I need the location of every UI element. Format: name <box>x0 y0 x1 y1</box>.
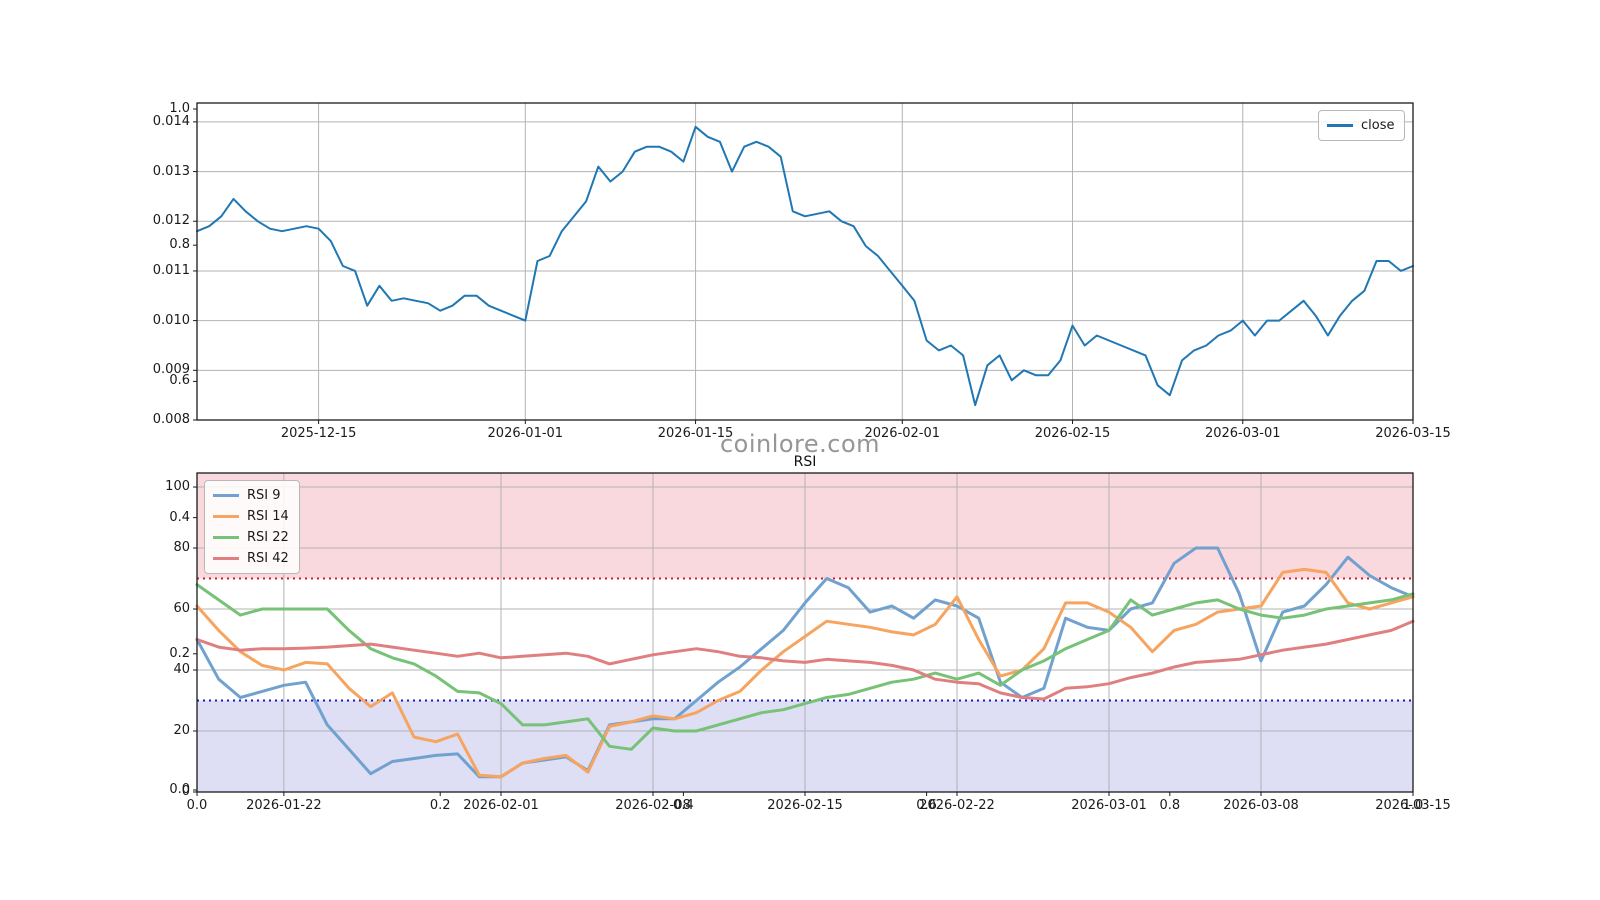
close-line-swatch <box>1327 124 1353 127</box>
overlay-y-tick-label: 0.6 <box>169 373 190 389</box>
y-tick-label: 0.013 <box>152 163 190 179</box>
legend-label: RSI 42 <box>247 551 289 566</box>
legend-row-rsi-42: RSI 42 <box>213 548 289 569</box>
y-tick-label: 0 <box>181 784 190 799</box>
price-legend: close <box>1318 110 1406 141</box>
overlay-y-tick-label: 0.2 <box>169 645 190 661</box>
overlay-x-tick-label: 0.2 <box>429 798 451 813</box>
x-tick-label: 2026-02-15 <box>767 798 843 813</box>
x-tick-label: 2026-03-01 <box>1071 798 1147 813</box>
axes-frame <box>196 102 1414 421</box>
overlay-y-tick-label: 1.0 <box>169 101 190 116</box>
series-line-rsi-42 <box>195 619 1415 701</box>
legend-row-close: close <box>1327 115 1394 136</box>
x-tick-label: 2026-02-01 <box>864 426 941 441</box>
series-line-close <box>196 125 1414 407</box>
overlay-x-tick-label: 1.0 <box>1402 798 1424 813</box>
series-line-rsi-14 <box>195 567 1415 779</box>
legend-row-rsi-14: RSI 14 <box>213 506 289 527</box>
y-tick-label: 0.012 <box>152 213 190 229</box>
y-tick-label: 0.014 <box>152 113 190 129</box>
overlay-y-tick-label: 0.8 <box>169 237 190 253</box>
rsi-legend: RSI 9 RSI 14 RSI 22 RSI 42 <box>204 480 300 574</box>
y-tick-label: 20 <box>173 723 190 738</box>
legend-label: RSI 14 <box>247 509 289 524</box>
x-tick-label: 2025-12-15 <box>280 426 357 441</box>
y-tick-label: 0.011 <box>152 262 190 278</box>
x-tick-label: 2026-03-15 <box>1375 426 1451 441</box>
axes-frame <box>196 472 1414 793</box>
y-tick-label: 80 <box>173 540 190 556</box>
y-tick-label: 60 <box>173 601 190 617</box>
legend-row-rsi-9: RSI 9 <box>213 485 289 506</box>
series-line-rsi-22 <box>195 583 1415 751</box>
overlay-x-tick-label: 0.4 <box>673 798 694 813</box>
x-tick-label: 2026-02-15 <box>1034 426 1111 441</box>
x-tick-label: 2026-02-01 <box>463 798 539 813</box>
rsi-chart-title: RSI <box>793 454 817 470</box>
y-tick-label: 0.010 <box>152 312 190 328</box>
rsi-14-line-swatch <box>213 515 239 518</box>
y-tick-label: 40 <box>173 662 190 677</box>
legend-label: RSI 22 <box>247 530 289 545</box>
x-tick-label: 2026-01-15 <box>657 426 734 441</box>
y-tick-label: 0.008 <box>152 412 190 427</box>
overlay-y-tick-label: 0.4 <box>169 509 190 525</box>
watermark: coinlore.com <box>719 430 881 458</box>
x-tick-label: 2026-02-22 <box>919 798 995 813</box>
overlay-y-tick-label: 0.0 <box>169 782 190 797</box>
rsi-9-line-swatch <box>213 494 239 497</box>
close-legend-label: close <box>1361 118 1395 133</box>
x-tick-label: 2026-03-15 <box>1375 798 1451 813</box>
legend-label: RSI 9 <box>247 488 281 503</box>
rsi-42-line-swatch <box>213 557 239 560</box>
x-tick-label: 2026-01-22 <box>246 798 322 813</box>
overlay-x-tick-label: 0.8 <box>1159 798 1181 813</box>
y-tick-label: 0.009 <box>152 362 190 378</box>
x-tick-label: 2026-03-01 <box>1204 426 1281 441</box>
x-tick-label: 2026-03-08 <box>1223 798 1299 813</box>
y-tick-label: 100 <box>165 479 190 495</box>
series-line-rsi-9 <box>195 546 1415 779</box>
x-tick-label: 2026-01-01 <box>487 426 564 441</box>
overlay-x-tick-label: 0.0 <box>186 798 208 813</box>
x-tick-label: 2026-02-08 <box>615 798 691 813</box>
rsi-22-line-swatch <box>213 536 239 539</box>
legend-row-rsi-22: RSI 22 <box>213 527 289 548</box>
overlay-x-tick-label: 0.6 <box>916 798 937 813</box>
